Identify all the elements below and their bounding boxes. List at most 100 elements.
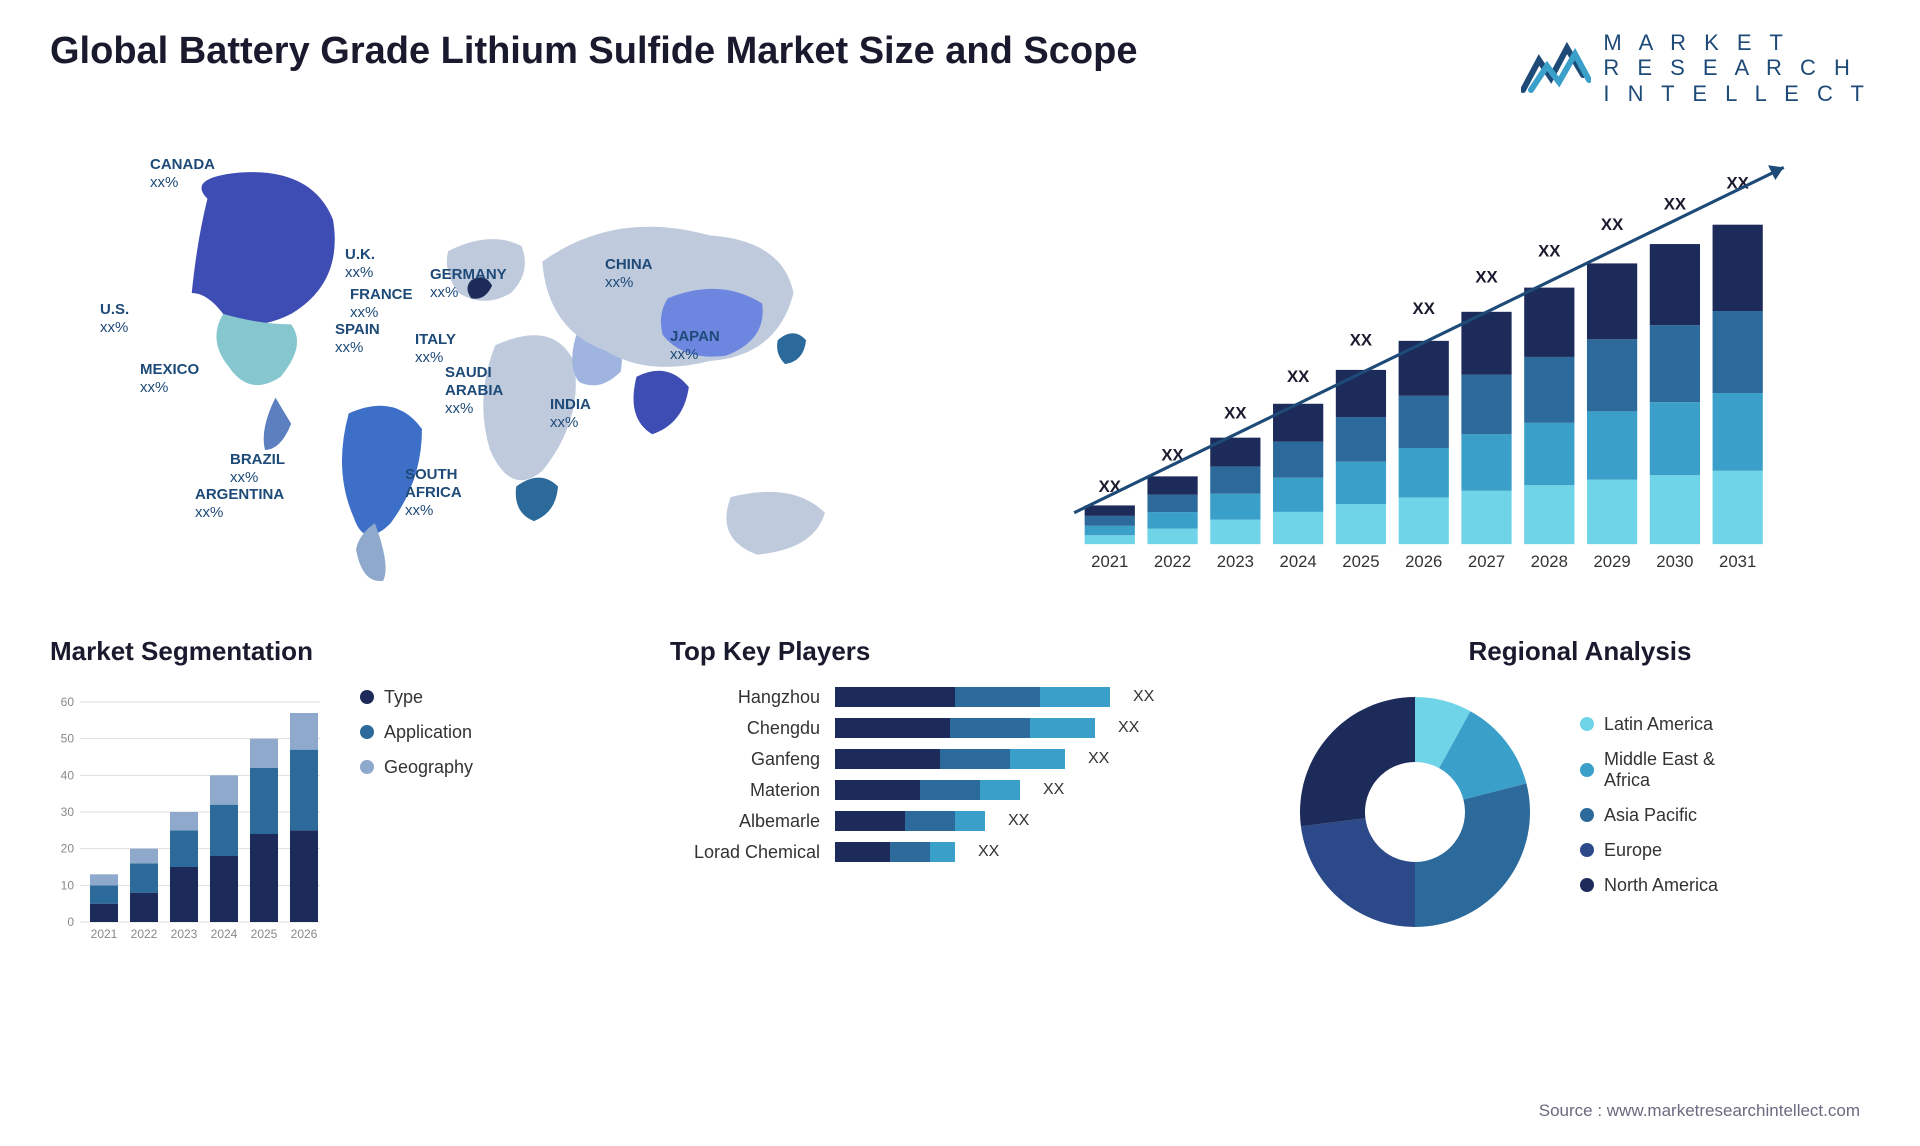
- player-row: Albemarle XX: [670, 811, 1250, 832]
- svg-text:30: 30: [61, 805, 75, 819]
- svg-text:40: 40: [61, 768, 75, 782]
- player-name: Hangzhou: [670, 687, 820, 708]
- player-row: Materion XX: [670, 780, 1250, 801]
- player-name: Chengdu: [670, 718, 820, 739]
- svg-text:20: 20: [61, 842, 75, 856]
- segmentation-chart: 0102030405060202120222023202420252026: [50, 687, 330, 947]
- svg-text:2021: 2021: [91, 927, 118, 941]
- logo-mark-icon: [1521, 40, 1591, 95]
- regional-legend-item: Europe: [1580, 840, 1718, 861]
- player-name: Albemarle: [670, 811, 820, 832]
- svg-text:2023: 2023: [1217, 552, 1254, 571]
- map-label-china: CHINAxx%: [605, 256, 653, 292]
- svg-text:XX: XX: [1601, 215, 1624, 234]
- regional-legend-item: Middle East &Africa: [1580, 749, 1718, 791]
- player-bar: [835, 718, 1095, 738]
- svg-text:0: 0: [67, 915, 74, 929]
- svg-text:2022: 2022: [1154, 552, 1191, 571]
- segmentation-panel: Market Segmentation 0 10 20 30 40 50 60 2021 202…: [50, 636, 630, 947]
- players-list: HangzhouXXChengduXXGanfengXXMaterionXXAl…: [670, 687, 1250, 863]
- svg-text:50: 50: [61, 732, 75, 746]
- player-bar: [835, 811, 985, 831]
- map-label-spain: SPAINxx%: [335, 321, 380, 357]
- player-name: Materion: [670, 780, 820, 801]
- map-label-japan: JAPANxx%: [670, 328, 720, 364]
- svg-text:XX: XX: [1224, 403, 1247, 422]
- map-label-mexico: MEXICOxx%: [140, 361, 199, 397]
- regional-donut: [1290, 687, 1540, 937]
- svg-text:2029: 2029: [1593, 552, 1630, 571]
- map-label-italy: ITALYxx%: [415, 331, 456, 367]
- svg-text:XX: XX: [1475, 267, 1498, 286]
- player-value: XX: [1133, 688, 1154, 706]
- player-value: XX: [1043, 781, 1064, 799]
- segmentation-chart-svg: 0102030405060202120222023202420252026: [50, 687, 330, 947]
- player-name: Lorad Chemical: [670, 842, 820, 863]
- svg-text:10: 10: [61, 878, 75, 892]
- player-value: XX: [978, 843, 999, 861]
- map-label-u-s-: U.S.xx%: [100, 301, 129, 337]
- regional-title: Regional Analysis: [1290, 636, 1870, 667]
- regional-panel: Regional Analysis Latin America Middle Ea…: [1290, 636, 1870, 947]
- svg-text:XX: XX: [1413, 299, 1436, 318]
- logo: M A R K E T R E S E A R C H I N T E L L …: [1521, 30, 1870, 106]
- map-label-india: INDIAxx%: [550, 396, 591, 432]
- svg-text:2026: 2026: [291, 927, 318, 941]
- player-value: XX: [1118, 719, 1139, 737]
- logo-text-1: M A R K E T: [1603, 30, 1870, 55]
- regional-legend-item: Asia Pacific: [1580, 805, 1718, 826]
- svg-text:XX: XX: [1664, 194, 1687, 213]
- map-label-saudi-arabia: SAUDIARABIAxx%: [445, 364, 503, 418]
- map-label-brazil: BRAZILxx%: [230, 451, 285, 487]
- map-label-germany: GERMANYxx%: [430, 266, 507, 302]
- svg-text:2021: 2021: [1091, 552, 1128, 571]
- page-title: Global Battery Grade Lithium Sulfide Mar…: [50, 30, 1137, 73]
- svg-text:2024: 2024: [1280, 552, 1317, 571]
- player-value: XX: [1088, 750, 1109, 768]
- player-bar: [835, 780, 1020, 800]
- svg-text:XX: XX: [1287, 367, 1310, 386]
- player-row: Lorad Chemical XX: [670, 842, 1250, 863]
- svg-text:XX: XX: [1350, 330, 1373, 349]
- map-label-france: FRANCExx%: [350, 286, 413, 322]
- svg-text:2023: 2023: [171, 927, 198, 941]
- svg-text:60: 60: [61, 695, 75, 709]
- segmentation-title: Market Segmentation: [50, 636, 630, 667]
- segmentation-legend-item: Application: [360, 722, 473, 743]
- regional-legend: Latin America Middle East &Africa Asia Pac…: [1580, 714, 1718, 910]
- player-bar: [835, 842, 955, 862]
- svg-text:2027: 2027: [1468, 552, 1505, 571]
- player-value: XX: [1008, 812, 1029, 830]
- main-bar-chart-svg: XX 2021 XX 2022 XX 2023 XX 2024 XX 2025 XX 2026 XX 20…: [990, 136, 1870, 586]
- players-panel: Top Key Players HangzhouXXChengduXXGanfe…: [670, 636, 1250, 947]
- regional-legend-item: Latin America: [1580, 714, 1718, 735]
- svg-text:2022: 2022: [131, 927, 158, 941]
- source-attribution: Source : www.marketresearchintellect.com: [1539, 1101, 1860, 1121]
- logo-text-3: I N T E L L E C T: [1603, 81, 1870, 106]
- players-title: Top Key Players: [670, 636, 1250, 667]
- segmentation-legend-item: Type: [360, 687, 473, 708]
- player-bar: [835, 687, 1110, 707]
- map-label-u-k-: U.K.xx%: [345, 246, 375, 282]
- player-name: Ganfeng: [670, 749, 820, 770]
- main-bar-chart: XX 2021 XX 2022 XX 2023 XX 2024 XX 2025 XX 2026 XX 20…: [990, 136, 1870, 586]
- player-row: Ganfeng XX: [670, 749, 1250, 770]
- player-row: Hangzhou XX: [670, 687, 1250, 708]
- svg-text:2025: 2025: [1342, 552, 1379, 571]
- map-label-canada: CANADAxx%: [150, 156, 215, 192]
- svg-text:2030: 2030: [1656, 552, 1693, 571]
- map-label-south-africa: SOUTHAFRICAxx%: [405, 466, 462, 520]
- player-row: Chengdu XX: [670, 718, 1250, 739]
- segmentation-legend-item: Geography: [360, 757, 473, 778]
- svg-text:2031: 2031: [1719, 552, 1756, 571]
- player-bar: [835, 749, 1065, 769]
- svg-text:XX: XX: [1538, 241, 1561, 260]
- svg-text:2028: 2028: [1531, 552, 1568, 571]
- logo-text-2: R E S E A R C H: [1603, 55, 1870, 80]
- segmentation-legend: Type Application Geography: [360, 687, 473, 947]
- svg-text:2026: 2026: [1405, 552, 1442, 571]
- world-map: CANADAxx% U.S.xx% MEXICOxx% BRAZILxx%ARGENT…: [50, 136, 930, 586]
- regional-legend-item: North America: [1580, 875, 1718, 896]
- map-label-argentina: ARGENTINAxx%: [195, 486, 284, 522]
- svg-text:2024: 2024: [211, 927, 238, 941]
